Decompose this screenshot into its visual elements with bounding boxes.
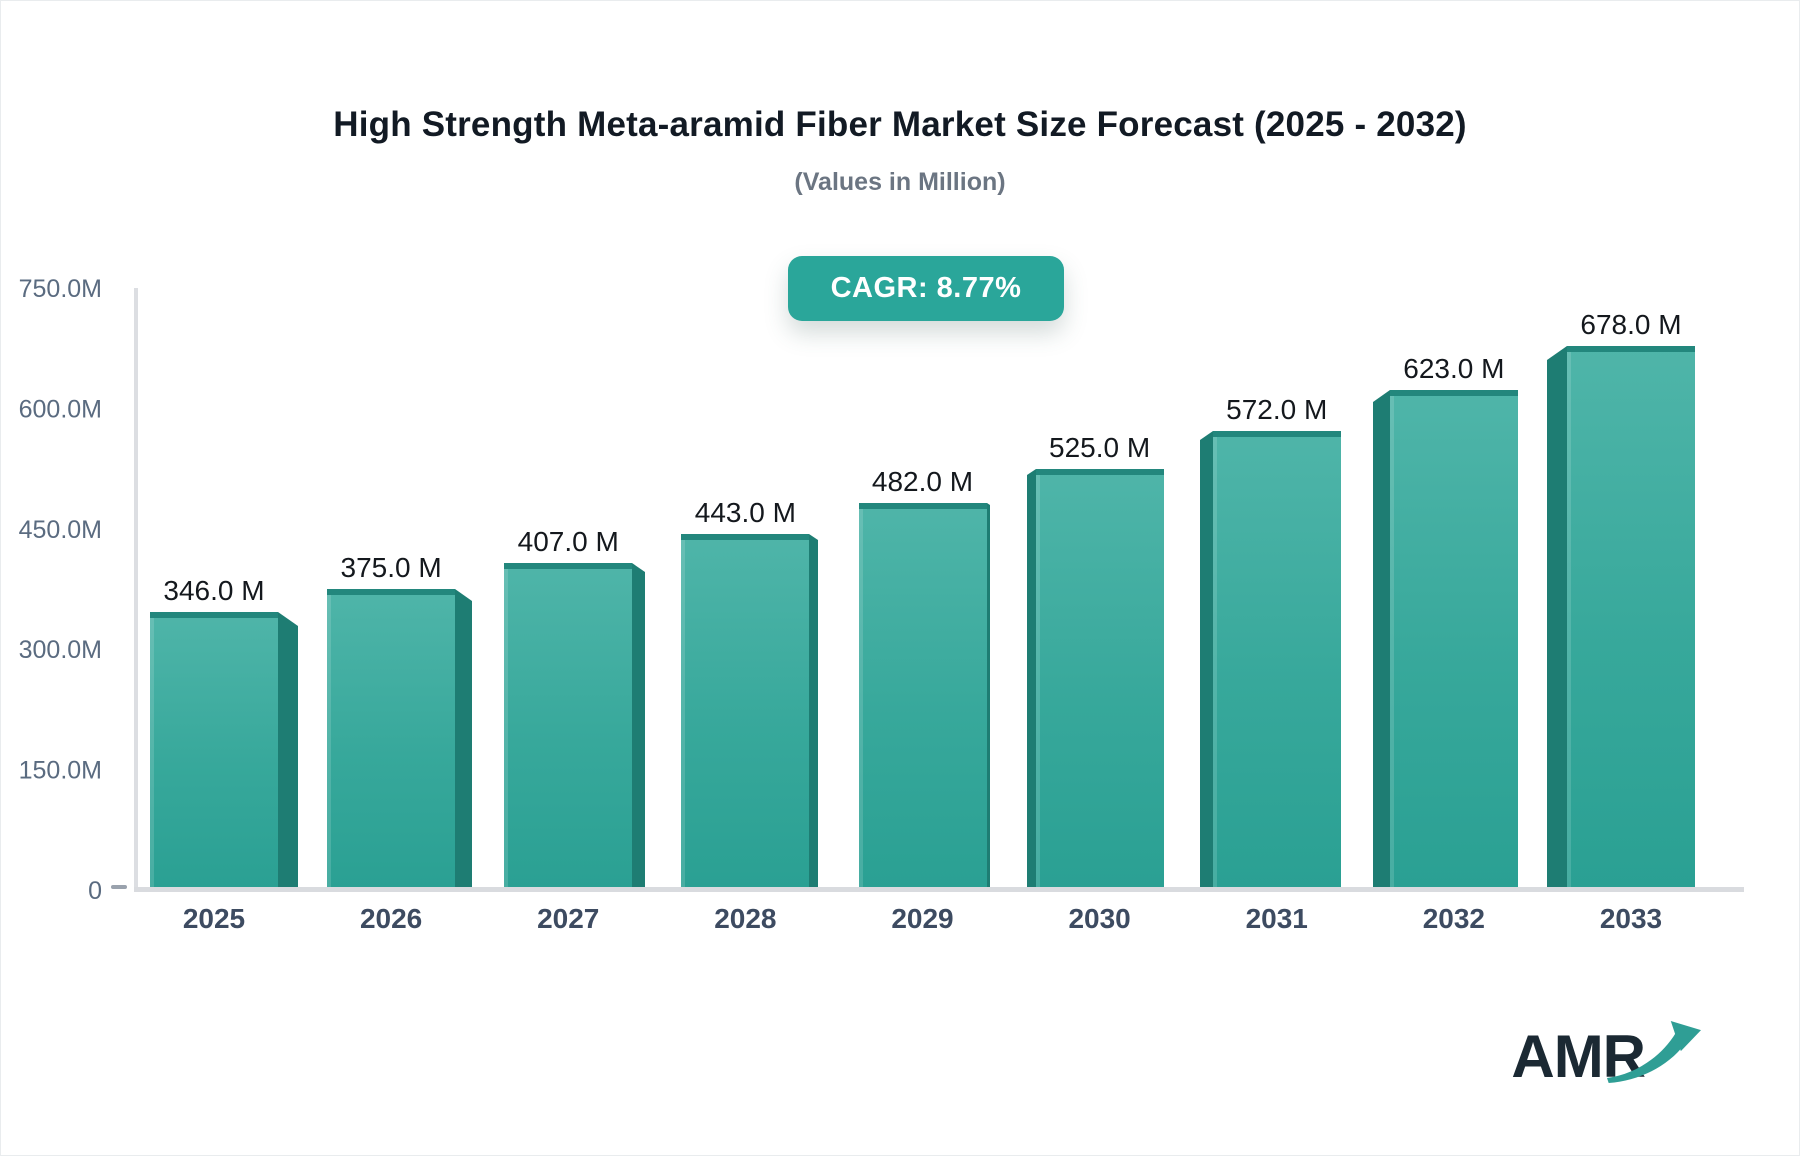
bar-left-highlight: [1213, 437, 1217, 890]
bar-top-edge: [1567, 346, 1695, 352]
bar-side-face: [987, 503, 990, 890]
bar-value-label: 623.0 M: [1403, 353, 1504, 384]
amr-logo: AMR: [1511, 1020, 1701, 1087]
bar-top-edge: [1390, 390, 1518, 396]
bar-top-edge: [504, 563, 632, 569]
bar-front-face: [1390, 390, 1518, 890]
bar-top-edge: [681, 534, 809, 540]
bar-2030: 525.0 M: [1027, 432, 1164, 890]
bar-value-label: 443.0 M: [695, 497, 796, 528]
bar-value-label: 572.0 M: [1226, 394, 1327, 425]
bar-top-edge: [150, 612, 278, 618]
bar-2025: 346.0 M: [150, 575, 298, 890]
x-axis-label: 2029: [891, 903, 953, 934]
bar-front-face: [681, 534, 809, 890]
x-axis-label: 2028: [714, 903, 776, 934]
chart-title: High Strength Meta-aramid Fiber Market S…: [333, 105, 1467, 144]
bar-side-face: [1200, 431, 1213, 890]
bar-left-highlight: [681, 540, 685, 890]
bar-front-face: [1036, 469, 1164, 890]
bar-2029: 482.0 M: [859, 466, 990, 890]
bar-side-face: [1373, 390, 1390, 890]
bar-left-highlight: [1036, 475, 1040, 890]
bar-left-highlight: [327, 595, 331, 890]
x-axis-label: 2032: [1423, 903, 1485, 934]
bar-side-face: [1027, 469, 1036, 890]
bar-front-face: [150, 612, 278, 890]
y-axis-tick-label: 0: [88, 877, 102, 905]
x-axis-label: 2030: [1068, 903, 1130, 934]
x-axis-label: 2027: [537, 903, 599, 934]
bar-2026: 375.0 M: [327, 552, 472, 890]
bar-value-label: 482.0 M: [872, 466, 973, 497]
bar-top-edge: [1036, 469, 1164, 475]
chart-subtitle: (Values in Million): [794, 168, 1006, 196]
y-axis-line: [134, 288, 138, 892]
x-axis-line: [134, 887, 1744, 892]
bar-side-face: [455, 589, 472, 890]
bar-top-edge: [327, 589, 455, 595]
bar-value-label: 346.0 M: [163, 575, 264, 606]
x-axis-label: 2031: [1246, 903, 1308, 934]
bar-side-face: [632, 563, 645, 890]
x-axis-label: 2033: [1600, 903, 1662, 934]
bar-front-face: [1567, 346, 1695, 890]
y-axis-tick-label: 150.0M: [19, 757, 102, 785]
x-axis-label: 2026: [360, 903, 422, 934]
bar-2032: 623.0 M: [1373, 353, 1518, 890]
bar-left-highlight: [1390, 396, 1394, 890]
bar-left-highlight: [504, 569, 508, 890]
bar-front-face: [504, 563, 632, 890]
bar-side-face: [809, 534, 818, 890]
y-axis-tick-label: 600.0M: [19, 395, 102, 423]
y-axis-zero-tick: [111, 885, 127, 889]
y-axis-tick-label: 300.0M: [19, 636, 102, 664]
bar-side-face: [1547, 346, 1567, 890]
bar-2031: 572.0 M: [1200, 394, 1341, 890]
x-axis-label: 2025: [183, 903, 245, 934]
bar-front-face: [327, 589, 455, 890]
bar-left-highlight: [150, 618, 154, 890]
bar-top-edge: [859, 503, 987, 509]
bar-front-face: [859, 503, 987, 890]
bar-2027: 407.0 M: [504, 526, 645, 890]
bar-value-label: 678.0 M: [1580, 309, 1681, 340]
bar-left-highlight: [1567, 352, 1571, 890]
bar-top-edge: [1213, 431, 1341, 437]
bar-value-label: 525.0 M: [1049, 432, 1150, 463]
bar-front-face: [1213, 431, 1341, 890]
bar-value-label: 407.0 M: [518, 526, 619, 557]
bar-left-highlight: [859, 509, 863, 890]
bar-2033: 678.0 M: [1547, 309, 1695, 890]
bar-2028: 443.0 M: [681, 497, 818, 890]
y-axis-tick-label: 750.0M: [19, 275, 102, 303]
cagr-badge: CAGR: 8.77%: [788, 256, 1064, 321]
bar-value-label: 375.0 M: [341, 552, 442, 583]
bar-side-face: [278, 612, 298, 890]
y-axis-tick-label: 450.0M: [19, 516, 102, 544]
growth-arrow-icon: [1607, 1020, 1701, 1084]
